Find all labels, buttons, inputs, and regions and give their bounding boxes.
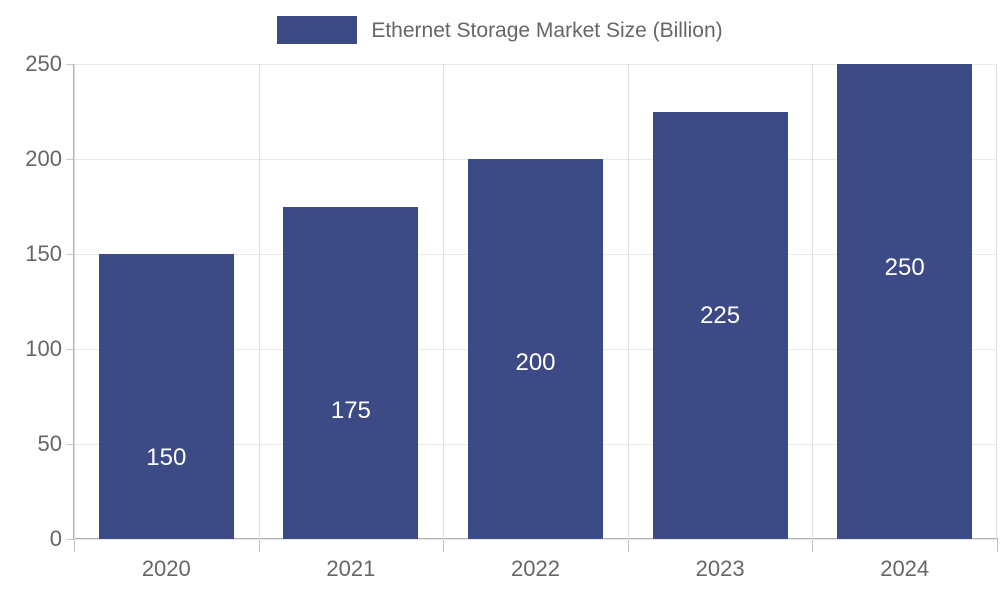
y-axis-tick-label: 200 [25, 146, 62, 171]
x-axis-tick-mark [443, 540, 444, 552]
bar-value-label: 225 [700, 301, 741, 329]
bar[interactable] [837, 64, 973, 539]
bar-value-label: 200 [515, 349, 556, 376]
bar[interactable] [283, 206, 419, 539]
gridline-vertical [996, 64, 997, 539]
x-axis-tick-label: 2023 [695, 556, 745, 581]
bar-value-label: 250 [884, 254, 925, 281]
x-axis-tick-label: 2022 [511, 556, 560, 581]
y-axis-tick-mark [66, 64, 73, 65]
bar[interactable] [468, 159, 603, 539]
x-axis-tick-mark [812, 540, 813, 552]
y-axis-tick-label: 150 [25, 241, 62, 266]
x-axis-tick-mark [997, 540, 998, 552]
gridline-vertical [812, 64, 813, 539]
gridline-horizontal [74, 64, 997, 65]
y-axis-tick-label: 250 [25, 51, 62, 76]
x-axis-tick-mark [74, 540, 75, 552]
y-axis-tick-mark [66, 444, 73, 445]
x-axis-tick-mark [259, 540, 260, 552]
bar[interactable] [98, 254, 234, 539]
y-axis-tick-label: 0 [49, 526, 62, 551]
y-axis-tick-mark [66, 159, 73, 160]
x-axis-tick-mark [628, 540, 629, 552]
x-axis-tick-label: 2020 [141, 556, 191, 581]
gridline-vertical [443, 64, 444, 539]
gridline-vertical [74, 64, 75, 539]
bar[interactable] [652, 111, 788, 539]
bar-value-label: 150 [146, 444, 187, 471]
legend-swatch-icon [277, 16, 358, 44]
x-axis-tick-label: 2024 [880, 556, 930, 581]
y-axis-tick-mark [66, 254, 73, 255]
bar-value-label: 175 [330, 396, 371, 424]
x-axis-tick-label: 2021 [326, 556, 376, 581]
plot-area [74, 64, 997, 540]
gridline-vertical [259, 64, 260, 539]
y-axis-tick-label: 50 [37, 431, 62, 456]
y-axis-tick-label: 100 [25, 336, 62, 361]
y-axis-tick-mark [66, 539, 73, 540]
legend-label: Ethernet Storage Market Size (Billion) [371, 18, 723, 42]
gridline-vertical [628, 64, 629, 539]
chart-legend: Ethernet Storage Market Size (Billion) [0, 12, 1000, 48]
y-axis-tick-mark [66, 349, 73, 350]
gridline-horizontal [74, 539, 997, 540]
